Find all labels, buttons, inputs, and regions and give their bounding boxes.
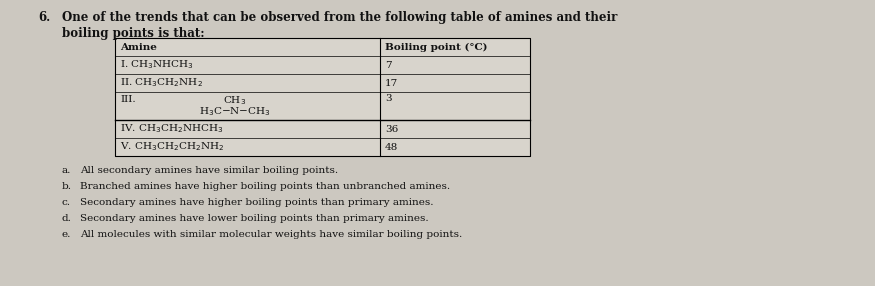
Text: H$_3$C$-$N$-$CH$_3$: H$_3$C$-$N$-$CH$_3$: [200, 105, 271, 118]
Text: d.: d.: [62, 214, 72, 223]
Text: Amine: Amine: [120, 43, 157, 51]
Text: II. CH$_3$CH$_2$NH$_2$: II. CH$_3$CH$_2$NH$_2$: [120, 77, 203, 90]
Text: I. CH$_3$NHCH$_3$: I. CH$_3$NHCH$_3$: [120, 59, 194, 72]
Text: boiling points is that:: boiling points is that:: [62, 27, 205, 40]
Text: 3: 3: [385, 94, 392, 103]
Text: III.: III.: [120, 95, 136, 104]
Text: e.: e.: [62, 230, 72, 239]
Text: b.: b.: [62, 182, 72, 191]
Text: 48: 48: [385, 142, 398, 152]
Text: Boiling point (°C): Boiling point (°C): [385, 42, 487, 51]
Bar: [115, 38, 530, 156]
Text: Secondary amines have higher boiling points than primary amines.: Secondary amines have higher boiling poi…: [80, 198, 433, 207]
Text: Branched amines have higher boiling points than unbranched amines.: Branched amines have higher boiling poin…: [80, 182, 450, 191]
Text: V. CH$_3$CH$_2$CH$_2$NH$_2$: V. CH$_3$CH$_2$CH$_2$NH$_2$: [120, 141, 224, 153]
Text: Secondary amines have lower boiling points than primary amines.: Secondary amines have lower boiling poin…: [80, 214, 429, 223]
Text: All secondary amines have similar boiling points.: All secondary amines have similar boilin…: [80, 166, 338, 175]
Text: a.: a.: [62, 166, 72, 175]
Text: c.: c.: [62, 198, 71, 207]
Text: One of the trends that can be observed from the following table of amines and th: One of the trends that can be observed f…: [62, 11, 618, 24]
Text: All molecules with similar molecular weights have similar boiling points.: All molecules with similar molecular wei…: [80, 230, 462, 239]
Text: 36: 36: [385, 124, 398, 134]
Text: CH$_3$: CH$_3$: [223, 94, 247, 107]
Text: IV. CH$_3$CH$_2$NHCH$_3$: IV. CH$_3$CH$_2$NHCH$_3$: [120, 123, 223, 135]
Text: 7: 7: [385, 61, 392, 69]
Text: 6.: 6.: [38, 11, 50, 24]
Text: 17: 17: [385, 78, 398, 88]
